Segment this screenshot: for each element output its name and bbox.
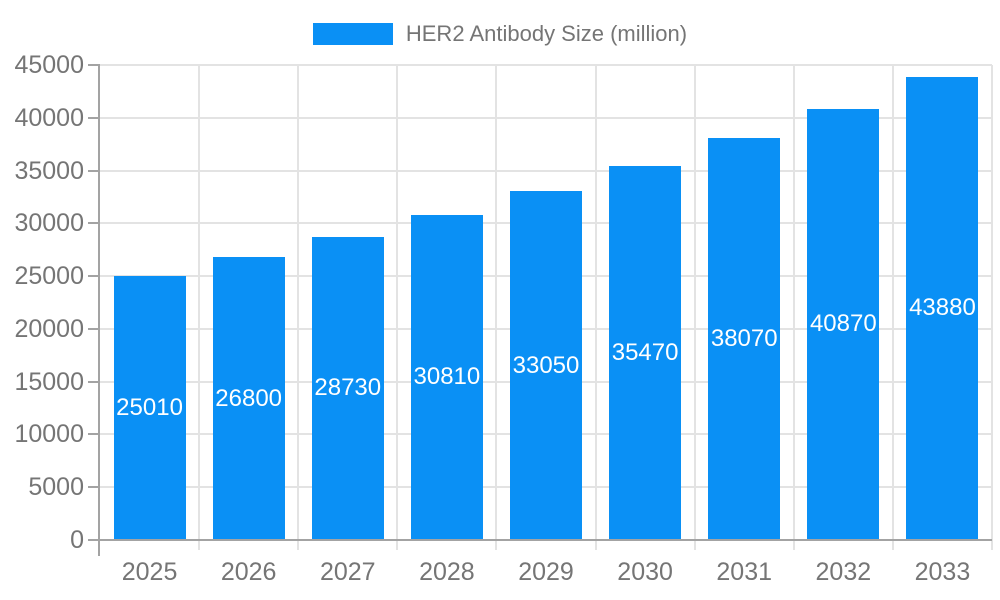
y-axis-tick <box>88 486 100 489</box>
x-axis-tick <box>297 540 300 550</box>
x-axis-label: 2033 <box>914 558 971 586</box>
y-axis-label: 10000 <box>14 420 84 449</box>
y-axis-label: 45000 <box>14 51 84 79</box>
bar-value-label: 43880 <box>909 294 976 322</box>
gridline-horizontal <box>100 169 992 172</box>
gridline-vertical <box>594 65 597 540</box>
y-axis-label: 0 <box>70 526 84 554</box>
x-axis-label: 2029 <box>518 558 574 586</box>
y-axis-label: 30000 <box>14 209 84 238</box>
y-axis-tick <box>88 222 100 225</box>
legend-label: HER2 Antibody Size (million) <box>405 21 688 46</box>
y-axis-label: 20000 <box>14 314 84 343</box>
x-axis-label: 2026 <box>220 558 277 586</box>
bar-value-label: 33050 <box>512 351 580 379</box>
bar-value-label: 25010 <box>116 394 183 421</box>
gridline-horizontal <box>100 64 992 66</box>
x-axis-tick <box>891 540 894 550</box>
gridline-vertical <box>297 65 300 540</box>
bar-value-label: 28730 <box>314 374 382 402</box>
bar[interactable] <box>311 236 384 540</box>
bar[interactable] <box>510 191 582 540</box>
bar-value-label: 30810 <box>413 363 481 391</box>
y-axis-tick <box>88 539 100 541</box>
gridline-vertical <box>693 65 696 540</box>
y-axis-tick <box>88 433 100 436</box>
legend[interactable]: HER2 Antibody Size (million) <box>0 22 1000 46</box>
x-axis-label: 2025 <box>121 558 178 586</box>
x-axis-line <box>100 539 992 541</box>
y-axis-tick <box>88 327 100 330</box>
x-axis-tick <box>693 540 696 550</box>
x-axis-label: 2030 <box>617 558 673 586</box>
x-axis-tick <box>792 540 795 550</box>
y-axis-tick <box>88 380 100 383</box>
legend-swatch <box>312 23 393 45</box>
x-axis-tick <box>594 540 597 550</box>
gridline-vertical <box>396 65 399 540</box>
bar[interactable] <box>212 257 285 540</box>
gridline-horizontal <box>100 116 992 119</box>
y-axis-label: 15000 <box>14 367 84 396</box>
gridline-vertical <box>198 65 201 540</box>
gridline-vertical <box>891 65 894 540</box>
y-axis-label: 40000 <box>14 103 84 132</box>
y-axis-label: 25000 <box>14 262 84 291</box>
x-axis-tick <box>396 540 399 550</box>
bar[interactable] <box>410 214 483 540</box>
x-axis-tick <box>991 540 993 550</box>
y-axis-label: 5000 <box>28 473 84 502</box>
x-axis-tick <box>495 540 498 550</box>
bar-value-label: 38070 <box>710 325 778 353</box>
bar[interactable] <box>906 76 979 540</box>
gridline-vertical <box>495 65 498 540</box>
bar-value-label: 40870 <box>809 310 877 338</box>
bar[interactable] <box>113 276 186 540</box>
gridline-vertical <box>792 65 795 540</box>
bar-value-label: 35470 <box>611 338 679 366</box>
y-axis-label: 35000 <box>14 156 84 185</box>
y-axis-line <box>98 65 100 556</box>
bar[interactable] <box>609 165 682 540</box>
gridline-vertical <box>991 65 993 540</box>
x-axis-label: 2032 <box>815 558 872 586</box>
bar[interactable] <box>807 108 880 540</box>
y-axis-tick <box>88 275 100 278</box>
y-axis-tick <box>88 64 100 66</box>
y-axis-tick <box>88 169 100 172</box>
x-axis-label: 2031 <box>716 558 773 586</box>
bar[interactable] <box>708 138 781 540</box>
y-axis-tick <box>88 116 100 119</box>
x-axis-tick <box>198 540 201 550</box>
bar-value-label: 26800 <box>215 384 283 412</box>
x-axis-label: 2028 <box>419 558 475 586</box>
x-axis-label: 2027 <box>319 558 376 586</box>
